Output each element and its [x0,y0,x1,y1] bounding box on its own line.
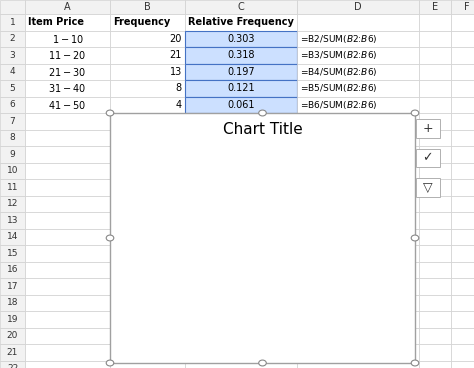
Text: 10: 10 [7,166,18,175]
Text: A: A [64,2,71,12]
Text: 0.061: 0.061 [227,100,255,110]
Text: =B5/SUM($B$2:$B$6): =B5/SUM($B$2:$B$6) [300,82,378,94]
Text: 0.303: 0.303 [227,34,255,44]
Text: 21: 21 [7,348,18,357]
Bar [363,314,392,348]
Text: 7: 7 [9,117,15,126]
Text: ▽: ▽ [423,181,433,194]
Text: 6: 6 [9,100,15,109]
Text: =B6/SUM($B$2:$B$6): =B6/SUM($B$2:$B$6) [300,99,378,111]
Text: 9: 9 [9,150,15,159]
Text: =B4/SUM($B$2:$B$6): =B4/SUM($B$2:$B$6) [300,66,378,78]
Text: $41 - $50: $41 - $50 [48,99,87,111]
Text: +: + [422,122,433,135]
Text: 14: 14 [7,232,18,241]
Text: 20: 20 [170,34,182,44]
Text: 0.318: 0.318 [227,50,255,60]
Text: 16: 16 [7,265,18,274]
Bar [310,280,339,348]
Bar [205,168,234,348]
Text: Relative Frequency: Relative Frequency [188,17,294,27]
Text: 0.121: 0.121 [227,83,255,93]
Text: B: B [144,2,151,12]
Text: 3: 3 [9,51,15,60]
Text: =B2/SUM($B$2:$B$6): =B2/SUM($B$2:$B$6) [300,33,378,45]
Text: D: D [354,2,362,12]
Text: 5: 5 [9,84,15,93]
Text: 12: 12 [7,199,18,208]
Text: Frequency: Frequency [113,17,170,27]
Text: 18: 18 [7,298,18,307]
Text: 4: 4 [9,67,15,76]
Text: 21: 21 [170,50,182,60]
Text: $11 - $20: $11 - $20 [48,49,87,61]
Bar [257,237,286,348]
Text: 11: 11 [7,183,18,192]
Text: Item Price: Item Price [28,17,84,27]
Text: 8: 8 [176,83,182,93]
Bar [153,176,182,348]
Text: 22: 22 [7,364,18,368]
Text: ✓: ✓ [422,151,433,164]
Text: 0.197: 0.197 [227,67,255,77]
Text: Chart Title: Chart Title [223,122,302,137]
Text: 8: 8 [9,133,15,142]
Text: 4: 4 [176,100,182,110]
Text: $31 - $40: $31 - $40 [48,82,87,94]
Text: $21 - $30: $21 - $30 [48,66,87,78]
Text: 13: 13 [170,67,182,77]
Text: E: E [432,2,438,12]
Text: 17: 17 [7,282,18,291]
Text: 1: 1 [9,18,15,27]
Text: F: F [464,2,470,12]
Text: =B3/SUM($B$2:$B$6): =B3/SUM($B$2:$B$6) [300,49,378,61]
Text: 13: 13 [7,216,18,225]
Text: $1 - $10: $1 - $10 [52,33,83,45]
Text: 15: 15 [7,249,18,258]
Text: C: C [237,2,245,12]
Text: 20: 20 [7,331,18,340]
Text: 2: 2 [9,34,15,43]
Text: 19: 19 [7,315,18,324]
